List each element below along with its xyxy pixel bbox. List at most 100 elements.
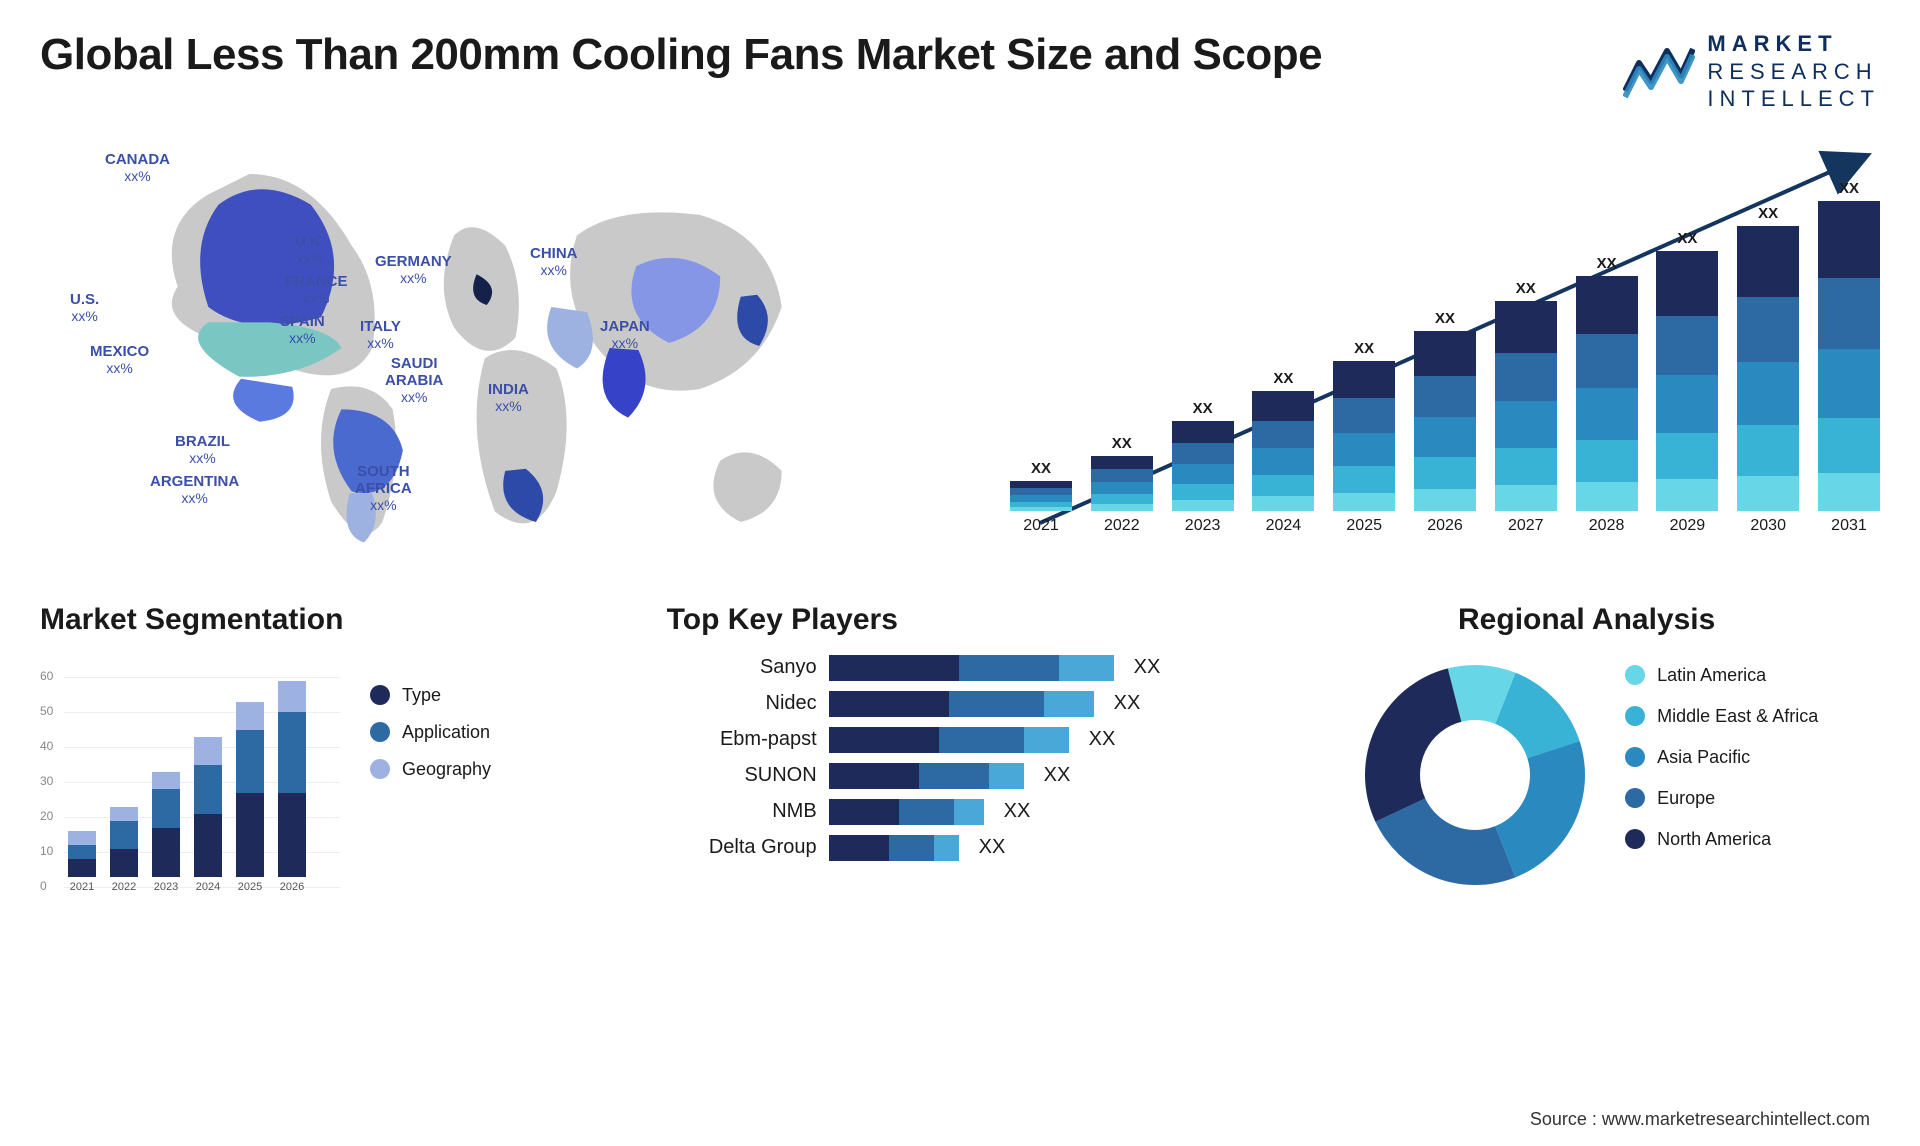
forecast-bar-year: 2029 [1670, 517, 1706, 535]
seg-ytick: 20 [40, 809, 53, 823]
regional-donut [1355, 655, 1595, 895]
forecast-bar-value: XX [1516, 280, 1536, 297]
forecast-bar-value: XX [1839, 180, 1859, 197]
forecast-bar-value: XX [1435, 310, 1455, 327]
forecast-bar-year: 2027 [1508, 517, 1544, 535]
regional-title: Regional Analysis [1293, 603, 1880, 637]
brand-logo: MARKET RESEARCH INTELLECT [1623, 30, 1880, 113]
player-name: SUNON [667, 764, 817, 787]
map-label: CHINAxx% [530, 245, 578, 278]
map-label: ARGENTINAxx% [150, 473, 239, 506]
seg-year: 2023 [154, 881, 178, 893]
player-row: Ebm-papst XX [667, 727, 1254, 753]
seg-legend-item: Type [370, 685, 491, 706]
forecast-bar-value: XX [1031, 460, 1051, 477]
seg-ytick: 50 [40, 704, 53, 718]
map-label: FRANCExx% [285, 273, 348, 306]
world-map: CANADAxx% U.S.xx% MEXICOxx% BRAZILxx% ARGENT… [40, 133, 950, 563]
map-label: SAUDIARABIAxx% [385, 355, 443, 406]
source-line: Source : www.marketresearchintellect.com [1530, 1109, 1870, 1130]
seg-year: 2021 [70, 881, 94, 893]
player-value: XX [1081, 728, 1116, 751]
players-panel: Top Key Players Sanyo XX Nidec XX Ebm-papst X… [667, 603, 1254, 915]
seg-year: 2024 [196, 881, 220, 893]
map-label: MEXICOxx% [90, 343, 149, 376]
player-row: NMB XX [667, 799, 1254, 825]
player-bar [829, 835, 959, 861]
forecast-bar: XX 2030 [1737, 205, 1799, 535]
forecast-bar: XX2023 [1172, 400, 1234, 535]
segmentation-chart: 0 10 20 30 40 50 60 2021 2022 2023 2024 2025 2026 [40, 655, 340, 915]
map-label: INDIAxx% [488, 381, 529, 414]
seg-bar [278, 681, 306, 877]
player-row: Nidec XX [667, 691, 1254, 717]
map-label: JAPANxx% [600, 318, 650, 351]
player-name: Sanyo [667, 656, 817, 679]
forecast-bar-value: XX [1597, 255, 1617, 272]
segmentation-title: Market Segmentation [40, 603, 627, 637]
region-legend-item: Latin America [1625, 665, 1818, 686]
player-name: NMB [667, 800, 817, 823]
logo-text: MARKET RESEARCH INTELLECT [1707, 30, 1880, 113]
forecast-bar: XX2021 [1010, 460, 1072, 535]
seg-ytick: 40 [40, 739, 53, 753]
map-label: U.K.xx% [295, 233, 325, 266]
player-row: Sanyo XX [667, 655, 1254, 681]
forecast-chart: XX2021XX2022XX2023XX2024XX2025XX2026XX20… [1010, 133, 1880, 563]
seg-year: 2026 [280, 881, 304, 893]
player-bar [829, 799, 984, 825]
seg-year: 2022 [112, 881, 136, 893]
forecast-bar-value: XX [1112, 435, 1132, 452]
logo-icon [1623, 41, 1695, 101]
seg-bar [110, 807, 138, 877]
map-label: SOUTHAFRICAxx% [355, 463, 412, 514]
player-value: XX [996, 800, 1031, 823]
map-label: CANADAxx% [105, 151, 170, 184]
player-value: XX [1126, 656, 1161, 679]
forecast-bar-value: XX [1354, 340, 1374, 357]
seg-ytick: 30 [40, 774, 53, 788]
forecast-bar: XX 2026 [1414, 310, 1476, 535]
player-name: Nidec [667, 692, 817, 715]
forecast-bar-year: 2030 [1750, 517, 1786, 535]
donut-slice [1365, 668, 1461, 821]
forecast-bar-year: 2028 [1589, 517, 1625, 535]
players-title: Top Key Players [667, 603, 1254, 637]
seg-ytick: 10 [40, 844, 53, 858]
region-legend-item: Asia Pacific [1625, 747, 1818, 768]
forecast-bar-value: XX [1677, 230, 1697, 247]
map-label: GERMANYxx% [375, 253, 452, 286]
forecast-bar-year: 2023 [1185, 517, 1221, 535]
forecast-bar-year: 2025 [1346, 517, 1382, 535]
forecast-bar: XX 2024 [1252, 370, 1314, 535]
map-label: ITALYxx% [360, 318, 401, 351]
seg-ytick: 0 [40, 879, 47, 893]
player-bar [829, 763, 1024, 789]
player-row: Delta Group XX [667, 835, 1254, 861]
regional-legend: Latin America Middle East & Africa Asia Pa… [1625, 655, 1818, 850]
player-value: XX [971, 836, 1006, 859]
player-bar [829, 655, 1114, 681]
forecast-bar: XX 2029 [1656, 230, 1718, 535]
forecast-bar-year: 2026 [1427, 517, 1463, 535]
page-title: Global Less Than 200mm Cooling Fans Mark… [40, 30, 1322, 80]
region-legend-item: Middle East & Africa [1625, 706, 1818, 727]
map-label: BRAZILxx% [175, 433, 230, 466]
segmentation-panel: Market Segmentation 0 10 20 30 40 50 60 2021 202… [40, 603, 627, 915]
seg-legend-item: Application [370, 722, 491, 743]
map-label: SPAINxx% [280, 313, 325, 346]
forecast-bar-year: 2024 [1266, 517, 1302, 535]
player-name: Delta Group [667, 836, 817, 859]
players-chart: SanyoXXNidecXXEbm-papstXXSUNONXXNMBXXDel… [667, 655, 1254, 861]
seg-year: 2025 [238, 881, 262, 893]
forecast-bar-value: XX [1273, 370, 1293, 387]
player-row: SUNONXX [667, 763, 1254, 789]
seg-ytick: 60 [40, 669, 53, 683]
player-bar [829, 727, 1069, 753]
forecast-bar-value: XX [1758, 205, 1778, 222]
player-value: XX [1106, 692, 1141, 715]
player-name: Ebm-papst [667, 728, 817, 751]
region-legend-item: Europe [1625, 788, 1818, 809]
regional-panel: Regional Analysis Latin America Middle Ea… [1293, 603, 1880, 915]
map-label: U.S.xx% [70, 291, 99, 324]
